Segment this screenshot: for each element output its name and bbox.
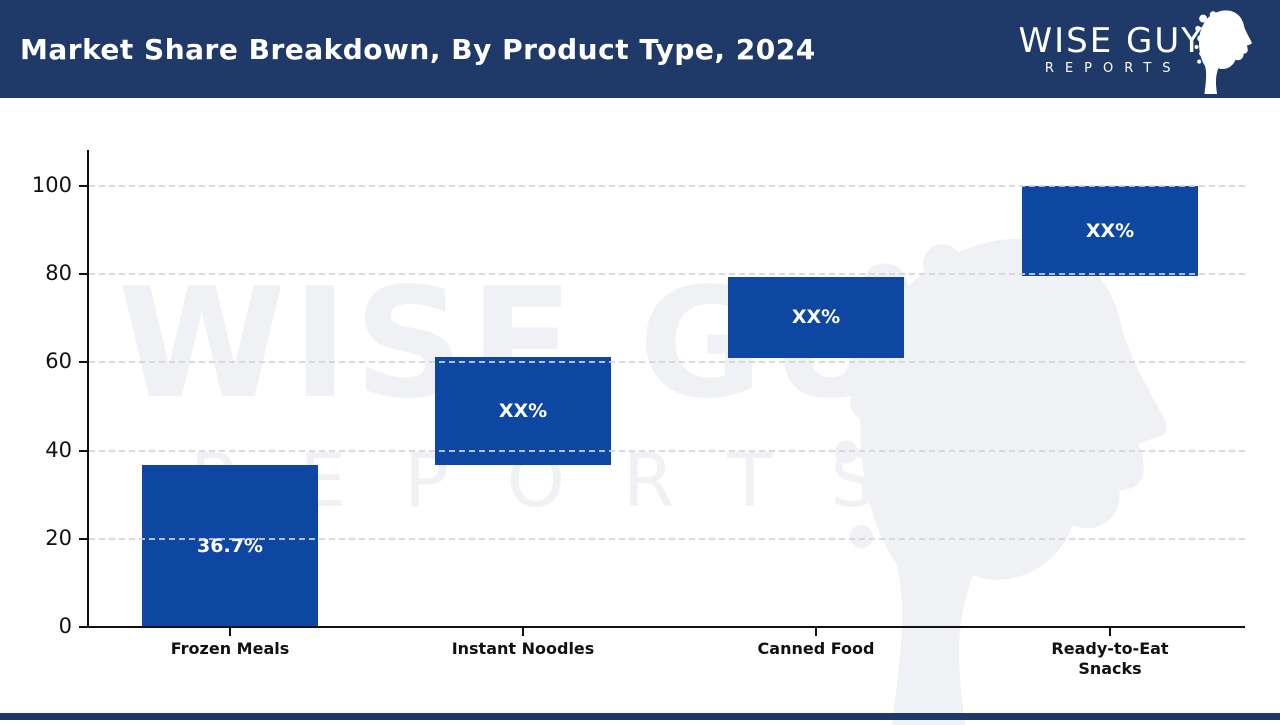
bar-frozen-meals: 36.7% xyxy=(142,465,318,627)
chart-title: Market Share Breakdown, By Product Type,… xyxy=(20,32,816,66)
y-tick-mark xyxy=(79,449,87,452)
x-tick-label: Frozen Meals xyxy=(170,639,290,658)
x-tick-mark xyxy=(522,628,524,636)
bar-value-label: XX% xyxy=(498,400,548,423)
y-tick-mark xyxy=(79,537,87,540)
logo-reports-text: REPORTS xyxy=(1044,60,1182,76)
bar-value-label: XX% xyxy=(791,306,841,329)
footer-bar xyxy=(0,713,1280,720)
y-tick-label: 60 xyxy=(45,349,72,374)
y-tick-mark xyxy=(79,361,87,364)
x-tick-mark xyxy=(229,628,231,636)
wiseguy-face-icon xyxy=(1194,10,1252,94)
wiseguy-logo: WISE GUY REPORTS xyxy=(1012,8,1262,94)
gridline xyxy=(89,449,1245,452)
bar-value-label: 36.7% xyxy=(197,535,263,558)
y-tick-mark xyxy=(79,626,87,628)
x-tick-label: Ready-to-Eat Snacks xyxy=(1051,639,1169,678)
y-tick-label: 100 xyxy=(31,173,72,197)
x-axis-line xyxy=(87,626,1245,628)
y-axis-line xyxy=(87,150,89,628)
gridline xyxy=(89,361,1245,364)
x-tick-label: Instant Noodles xyxy=(451,639,595,658)
gridline xyxy=(89,273,1245,276)
header-bar: Market Share Breakdown, By Product Type,… xyxy=(0,0,1280,98)
x-tick-label: Canned Food xyxy=(757,639,875,658)
y-tick-mark xyxy=(79,185,87,187)
gridline xyxy=(89,537,1245,540)
x-tick-mark xyxy=(1109,628,1111,636)
bar-instant-noodles: XX% xyxy=(435,357,611,466)
y-tick-label: 40 xyxy=(45,437,72,462)
bar-ready-to-eat-snacks: XX% xyxy=(1022,186,1198,276)
x-tick-mark xyxy=(815,628,817,636)
y-tick-label: 0 xyxy=(58,614,72,638)
gridline xyxy=(89,185,1245,187)
y-tick-mark xyxy=(79,273,87,276)
bar-value-label: XX% xyxy=(1085,219,1135,242)
y-tick-label: 20 xyxy=(45,525,72,550)
bar-canned-food: XX% xyxy=(728,276,904,358)
y-tick-label: 80 xyxy=(45,261,72,286)
logo-wiseguy-text: WISE GUY xyxy=(1018,20,1204,61)
